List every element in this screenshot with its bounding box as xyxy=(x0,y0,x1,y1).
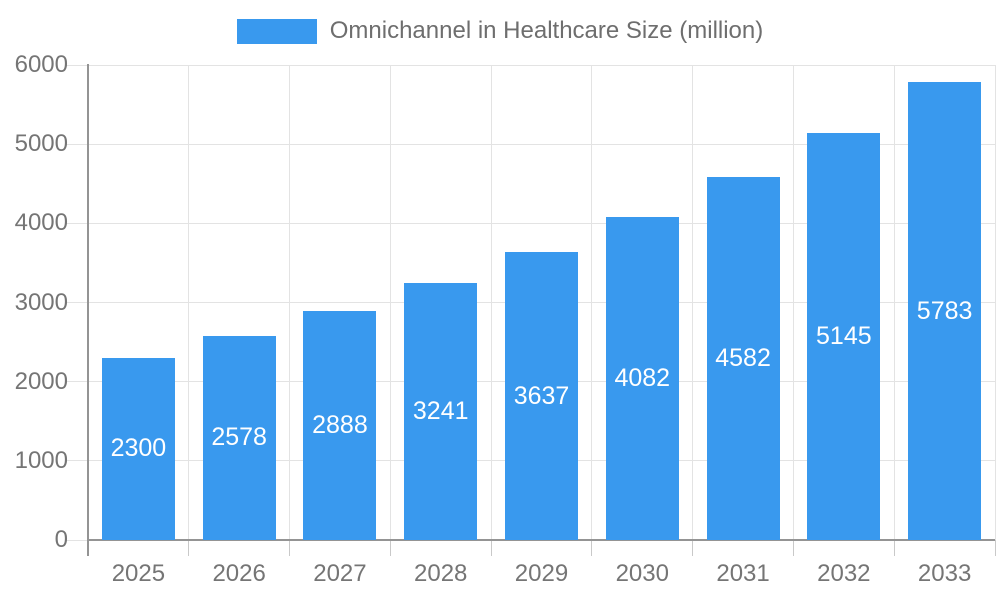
gridline-horizontal xyxy=(66,222,995,224)
y-axis-tick-label: 1000 xyxy=(14,446,68,474)
gridline-vertical xyxy=(490,65,492,540)
bar-value-label: 5145 xyxy=(816,321,872,350)
x-axis-line xyxy=(88,539,995,541)
gridline-vertical xyxy=(692,65,694,540)
x-axis-tick-label: 2025 xyxy=(111,560,166,587)
y-axis-tick-label: 4000 xyxy=(14,209,68,237)
gridline-horizontal xyxy=(66,143,995,145)
gridline-vertical xyxy=(792,65,794,540)
gridline-horizontal xyxy=(66,64,995,66)
bar-value-label: 2578 xyxy=(211,423,267,452)
bar: 2578 xyxy=(202,335,276,540)
x-axis-tick xyxy=(490,540,492,556)
bar: 5783 xyxy=(908,82,982,540)
legend-swatch-icon xyxy=(236,18,317,44)
bar: 3637 xyxy=(505,252,578,540)
y-axis-tick-label: 6000 xyxy=(14,51,68,78)
bar-value-label: 3241 xyxy=(412,397,469,426)
gridline-vertical xyxy=(188,65,190,540)
legend-label: Omnichannel in Healthcare Size (million) xyxy=(329,17,764,44)
bar-value-label: 3637 xyxy=(513,381,570,410)
bar-value-label: 2300 xyxy=(110,434,167,463)
bar-value-label: 4082 xyxy=(614,363,671,392)
x-axis-tick xyxy=(692,540,694,556)
legend-item[interactable]: Omnichannel in Healthcare Size (million) xyxy=(0,15,1000,47)
x-axis-tick xyxy=(792,540,794,556)
x-axis-tick xyxy=(188,540,190,556)
x-axis-tick-label: 2027 xyxy=(313,560,367,587)
x-axis-tick xyxy=(289,540,291,556)
gridline-vertical xyxy=(994,65,996,540)
gridline-vertical xyxy=(893,65,895,540)
y-axis-tick-label: 0 xyxy=(54,526,68,553)
x-axis-tick-label: 2029 xyxy=(514,560,569,587)
x-axis-tick-label: 2031 xyxy=(716,560,770,587)
bar: 2888 xyxy=(303,311,377,540)
bar: 3241 xyxy=(404,283,478,540)
bar: 4582 xyxy=(706,177,780,540)
gridline-vertical xyxy=(389,65,391,540)
bar: 2300 xyxy=(101,357,175,540)
gridline-vertical xyxy=(289,65,291,540)
x-axis-tick-label: 2030 xyxy=(615,560,669,587)
x-axis-tick xyxy=(591,540,593,556)
y-axis-line xyxy=(87,64,89,556)
x-axis-tick xyxy=(893,540,895,556)
x-axis-tick-label: 2026 xyxy=(212,560,266,587)
bar: 4082 xyxy=(605,216,679,540)
bar-value-label: 2888 xyxy=(312,411,368,440)
gridline-vertical xyxy=(591,65,593,540)
x-axis-tick xyxy=(994,540,996,556)
x-axis-tick-label: 2033 xyxy=(917,560,972,587)
y-axis-tick-label: 3000 xyxy=(14,288,68,316)
bar-value-label: 5783 xyxy=(916,296,973,325)
y-axis-tick-label: 5000 xyxy=(14,130,68,158)
y-axis-tick-label: 2000 xyxy=(14,367,68,395)
x-axis-tick xyxy=(389,540,391,556)
bar: 5145 xyxy=(807,132,881,540)
x-axis-tick-label: 2032 xyxy=(817,560,871,587)
x-axis-tick-label: 2028 xyxy=(414,560,468,587)
bar-value-label: 4582 xyxy=(715,344,771,373)
